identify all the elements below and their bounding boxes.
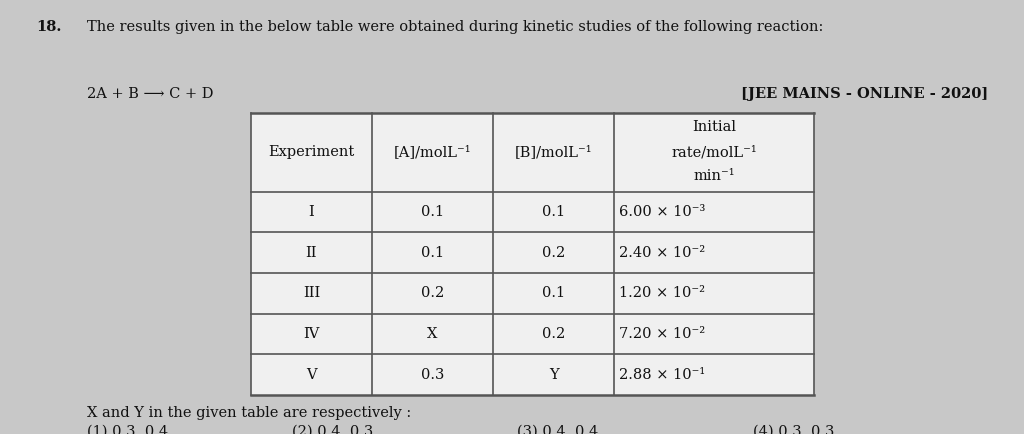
Text: 0.1: 0.1 bbox=[542, 286, 565, 300]
Text: I: I bbox=[308, 205, 314, 219]
Text: Initial: Initial bbox=[692, 120, 736, 134]
Text: (3) 0.4, 0.4: (3) 0.4, 0.4 bbox=[517, 424, 598, 434]
Text: (1) 0.3, 0.4: (1) 0.3, 0.4 bbox=[87, 424, 168, 434]
Text: The results given in the below table were obtained during kinetic studies of the: The results given in the below table wer… bbox=[87, 20, 823, 33]
Text: Experiment: Experiment bbox=[268, 145, 354, 159]
Text: [B]/molL⁻¹: [B]/molL⁻¹ bbox=[515, 145, 593, 159]
Text: 0.1: 0.1 bbox=[421, 246, 444, 260]
Text: 0.1: 0.1 bbox=[421, 205, 444, 219]
Text: 6.00 × 10⁻³: 6.00 × 10⁻³ bbox=[620, 205, 706, 219]
Text: IV: IV bbox=[303, 327, 319, 341]
Text: 2A + B ⟶ C + D: 2A + B ⟶ C + D bbox=[87, 87, 214, 101]
Text: 2.88 × 10⁻¹: 2.88 × 10⁻¹ bbox=[620, 368, 706, 381]
Text: [A]/molL⁻¹: [A]/molL⁻¹ bbox=[393, 145, 471, 159]
Text: 1.20 × 10⁻²: 1.20 × 10⁻² bbox=[620, 286, 706, 300]
Text: Y: Y bbox=[549, 368, 558, 381]
Text: 0.2: 0.2 bbox=[421, 286, 444, 300]
Text: [JEE MAINS - ONLINE - 2020]: [JEE MAINS - ONLINE - 2020] bbox=[741, 87, 988, 101]
Text: X: X bbox=[427, 327, 437, 341]
Text: V: V bbox=[306, 368, 316, 381]
Text: II: II bbox=[306, 246, 317, 260]
Text: 0.2: 0.2 bbox=[542, 246, 565, 260]
Text: 7.20 × 10⁻²: 7.20 × 10⁻² bbox=[620, 327, 706, 341]
Text: 0.1: 0.1 bbox=[542, 205, 565, 219]
Text: 2.40 × 10⁻²: 2.40 × 10⁻² bbox=[620, 246, 706, 260]
Text: (4) 0.3, 0.3: (4) 0.3, 0.3 bbox=[753, 424, 834, 434]
Text: 0.2: 0.2 bbox=[542, 327, 565, 341]
Text: rate/molL⁻¹: rate/molL⁻¹ bbox=[672, 145, 757, 159]
Text: 0.3: 0.3 bbox=[421, 368, 444, 381]
Text: (2) 0.4, 0.3: (2) 0.4, 0.3 bbox=[292, 424, 373, 434]
Text: III: III bbox=[303, 286, 321, 300]
Text: 18.: 18. bbox=[36, 20, 61, 33]
Text: min⁻¹: min⁻¹ bbox=[693, 169, 735, 183]
Text: X and Y in the given table are respectively :: X and Y in the given table are respectiv… bbox=[87, 406, 412, 420]
